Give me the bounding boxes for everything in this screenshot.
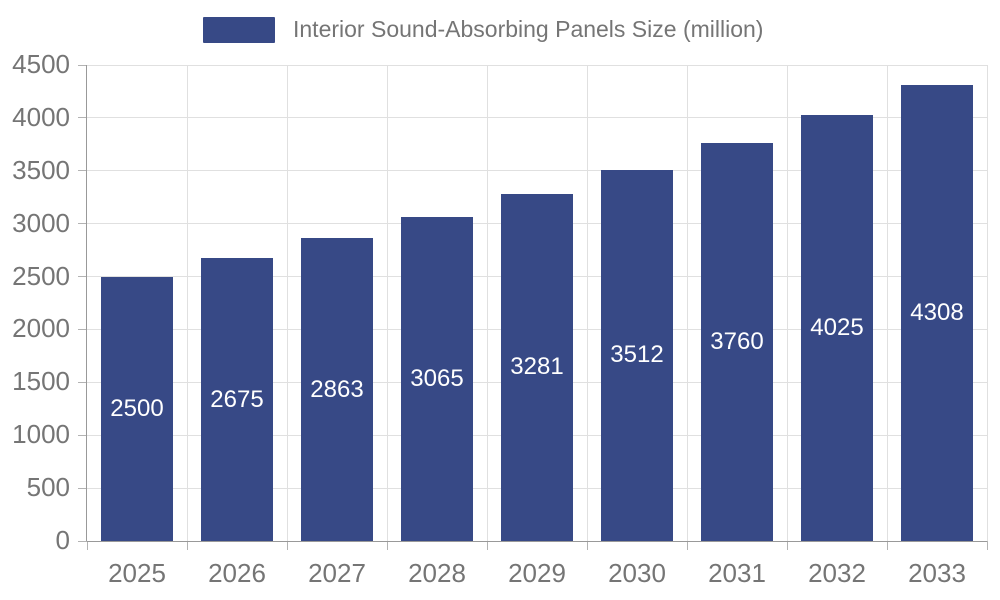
x-axis-label: 2031 — [708, 558, 766, 588]
bar-2033[interactable] — [901, 85, 973, 541]
x-axis-label: 2029 — [508, 558, 566, 588]
v-gridline — [686, 65, 688, 541]
y-axis-label: 4000 — [12, 101, 70, 132]
x-axis-tick — [986, 541, 988, 550]
y-axis-tick — [78, 223, 87, 225]
v-gridline — [786, 65, 788, 541]
x-axis-label: 2028 — [408, 558, 466, 588]
y-axis-label: 500 — [26, 472, 70, 503]
v-gridline — [386, 65, 388, 541]
legend-swatch-icon — [203, 16, 275, 43]
y-axis-label: 2500 — [12, 260, 70, 291]
x-axis-tick — [886, 541, 888, 550]
x-axis-label: 2027 — [308, 558, 366, 588]
h-gridline — [87, 170, 987, 172]
bar-value-label: 3512 — [610, 341, 664, 369]
y-axis-tick — [78, 276, 87, 278]
v-gridline — [586, 65, 588, 541]
x-axis-tick — [386, 541, 388, 550]
bar-2032[interactable] — [801, 115, 873, 541]
chart-legend[interactable]: Interior Sound-Absorbing Panels Size (mi… — [203, 16, 763, 43]
x-axis-line — [87, 541, 987, 542]
bar-2029[interactable] — [501, 193, 573, 541]
y-axis-tick — [78, 434, 87, 436]
y-axis-label: 3500 — [12, 154, 70, 185]
y-axis-label: 4500 — [12, 49, 70, 79]
bar-2025[interactable] — [101, 276, 173, 541]
x-axis-tick — [186, 541, 188, 550]
bar-value-label: 2500 — [110, 394, 164, 422]
legend-label: Interior Sound-Absorbing Panels Size (mi… — [293, 16, 764, 42]
x-axis-tick — [686, 541, 688, 550]
bar-value-label: 3065 — [410, 364, 464, 392]
bar-2027[interactable] — [301, 238, 373, 541]
bar-value-label: 3760 — [710, 328, 764, 356]
x-axis-label: 2030 — [608, 558, 666, 588]
x-axis-label: 2025 — [108, 558, 166, 588]
y-axis-tick — [78, 170, 87, 172]
v-gridline — [986, 65, 988, 541]
bar-2030[interactable] — [601, 169, 673, 541]
x-axis-tick — [486, 541, 488, 550]
bar-value-label: 4025 — [810, 314, 864, 342]
bar-2026[interactable] — [201, 258, 273, 541]
y-axis-label: 1000 — [12, 419, 70, 450]
bar-value-label: 4308 — [910, 299, 964, 327]
bar-2028[interactable] — [401, 216, 473, 541]
y-axis-tick — [78, 487, 87, 489]
bar-value-label: 2863 — [310, 375, 364, 403]
v-gridline — [886, 65, 888, 541]
x-axis-tick — [786, 541, 788, 550]
y-axis-label: 1500 — [12, 366, 70, 397]
y-axis-tick — [78, 64, 87, 66]
y-axis-line — [86, 65, 87, 541]
bar-value-label: 2675 — [210, 385, 264, 413]
v-gridline — [186, 65, 188, 541]
bar-2031[interactable] — [701, 143, 773, 541]
x-axis-tick — [286, 541, 288, 550]
v-gridline — [486, 65, 488, 541]
x-axis-tick — [86, 541, 88, 550]
y-axis-tick — [78, 381, 87, 383]
y-axis-tick — [78, 117, 87, 119]
bar-value-label: 3281 — [510, 353, 564, 381]
y-axis-label: 0 — [55, 525, 70, 555]
h-gridline — [87, 64, 987, 66]
y-axis-label: 3000 — [12, 207, 70, 238]
v-gridline — [286, 65, 288, 541]
y-axis-tick — [78, 540, 87, 542]
x-axis-label: 2032 — [808, 558, 866, 588]
h-gridline — [87, 117, 987, 119]
y-axis-label: 2000 — [12, 313, 70, 344]
x-axis-label: 2026 — [208, 558, 266, 588]
x-axis-label: 2033 — [908, 558, 966, 588]
y-axis-tick — [78, 328, 87, 330]
x-axis-tick — [586, 541, 588, 550]
